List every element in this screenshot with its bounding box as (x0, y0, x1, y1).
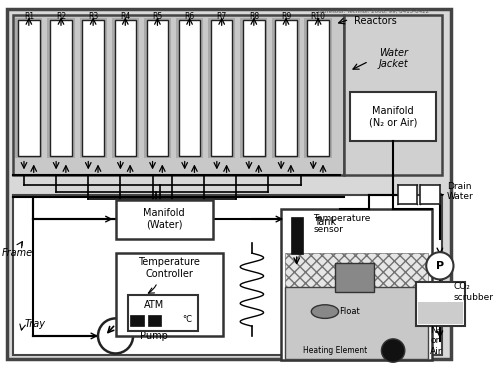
Bar (82, 20, 104, 156)
Text: R3: R3 (88, 12, 99, 21)
Bar (116, 253, 222, 336)
Bar (243, 20, 264, 156)
Circle shape (382, 339, 405, 362)
Text: Manifold
(Water): Manifold (Water) (144, 208, 185, 230)
Text: CO₂
scrubber: CO₂ scrubber (454, 282, 494, 302)
Circle shape (426, 252, 454, 279)
Text: Temperature
sensor: Temperature sensor (314, 214, 370, 234)
Bar (398, 185, 417, 205)
Bar (176, 18, 203, 158)
Text: Water
Jacket: Water Jacket (378, 47, 408, 69)
Bar (211, 20, 233, 156)
Text: R1: R1 (24, 12, 34, 21)
Bar (276, 20, 296, 156)
Bar (128, 295, 198, 331)
Text: Tray: Tray (25, 319, 46, 329)
Bar (416, 282, 465, 326)
Text: Float: Float (340, 307, 360, 316)
Text: Pump: Pump (140, 331, 168, 341)
Bar (146, 20, 168, 156)
Ellipse shape (312, 305, 338, 318)
Text: R4: R4 (120, 12, 130, 21)
Bar (420, 185, 440, 205)
Bar (344, 14, 442, 175)
Bar (144, 18, 171, 158)
Bar (112, 18, 139, 158)
Bar (285, 287, 428, 359)
Text: R6: R6 (184, 12, 194, 21)
Text: ATM: ATM (144, 300, 165, 310)
Circle shape (98, 318, 133, 354)
Text: °C: °C (182, 315, 192, 324)
Bar (148, 315, 162, 326)
Text: Bioresour. Technol. 2008, 99, 8415-8422: Bioresour. Technol. 2008, 99, 8415-8422 (318, 9, 429, 14)
Text: Drain
Water: Drain Water (446, 182, 473, 202)
Bar (308, 20, 329, 156)
Text: Heating Element: Heating Element (302, 346, 367, 355)
Bar (418, 302, 463, 324)
Text: R5: R5 (152, 12, 162, 21)
Bar (291, 217, 302, 254)
Bar (18, 20, 40, 156)
Bar (334, 263, 374, 292)
Bar (14, 195, 442, 355)
Bar (15, 18, 42, 158)
Text: P: P (436, 261, 444, 271)
Bar (179, 20, 201, 156)
Text: N₂
or
Air: N₂ or Air (430, 326, 442, 356)
Bar (285, 253, 428, 341)
Bar (80, 18, 107, 158)
Text: Manifold
(N₂ or Air): Manifold (N₂ or Air) (369, 106, 418, 128)
Bar (116, 199, 213, 238)
Bar (281, 209, 432, 360)
Text: R9: R9 (281, 12, 291, 21)
Text: R8: R8 (249, 12, 259, 21)
Text: Temperature
Controller: Temperature Controller (138, 257, 200, 279)
Bar (304, 18, 332, 158)
Bar (114, 20, 136, 156)
Text: R2: R2 (56, 12, 66, 21)
Bar (50, 20, 71, 156)
Bar (14, 14, 344, 175)
Bar (130, 315, 144, 326)
Text: Reactors: Reactors (354, 17, 397, 26)
Bar (350, 92, 436, 141)
Text: Frame: Frame (2, 248, 32, 258)
Text: Tank: Tank (314, 217, 336, 227)
Bar (240, 18, 268, 158)
Text: R10: R10 (310, 12, 326, 21)
Bar (208, 18, 236, 158)
Text: R7: R7 (216, 12, 227, 21)
Bar (48, 18, 74, 158)
Bar (272, 18, 299, 158)
